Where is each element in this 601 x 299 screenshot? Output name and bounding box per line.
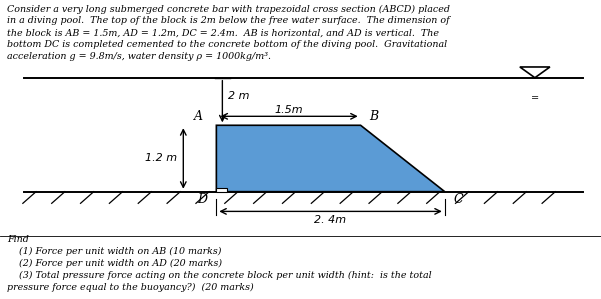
- Text: Find
    (1) Force per unit width on AB (10 marks)
    (2) Force per unit width : Find (1) Force per unit width on AB (10 …: [7, 235, 432, 292]
- Polygon shape: [216, 125, 445, 192]
- Text: =: =: [531, 94, 539, 103]
- Text: 2 m: 2 m: [228, 91, 250, 101]
- Text: D: D: [197, 193, 207, 206]
- Text: 1.2 m: 1.2 m: [145, 153, 177, 164]
- Text: Consider a very long submerged concrete bar with trapezoidal cross section (ABCD: Consider a very long submerged concrete …: [7, 4, 450, 61]
- Text: B: B: [370, 110, 379, 123]
- Bar: [216, 188, 227, 192]
- Text: A: A: [194, 110, 203, 123]
- Text: C: C: [454, 193, 463, 206]
- Text: 1.5m: 1.5m: [274, 105, 303, 115]
- Text: 2. 4m: 2. 4m: [314, 215, 347, 225]
